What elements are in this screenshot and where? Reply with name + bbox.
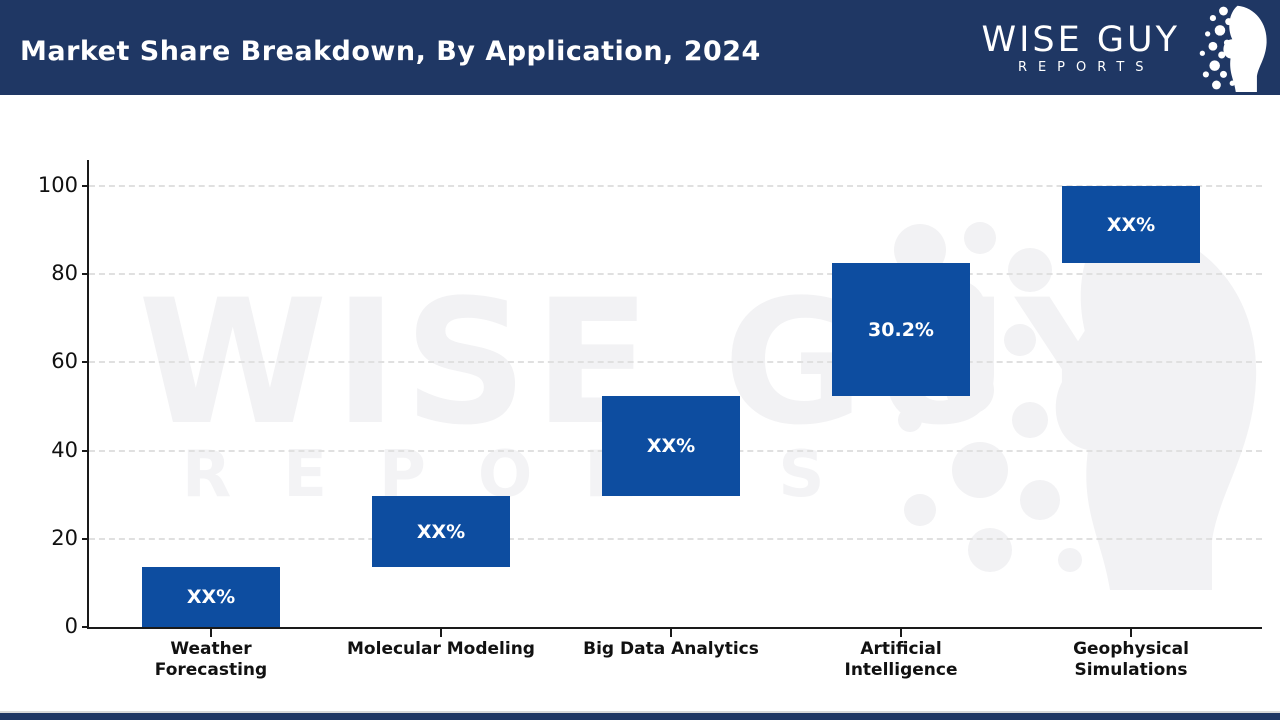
category-label-3: Artificial Intelligence bbox=[844, 639, 958, 680]
gridline-20 bbox=[89, 537, 1262, 540]
bar-molecular-modeling: XX% bbox=[372, 496, 510, 568]
category-label-0: Weather Forecasting bbox=[154, 639, 268, 680]
x-tick-3 bbox=[900, 629, 902, 637]
brand-logo-text: WISE GUY bbox=[981, 20, 1180, 60]
category-label-1: Molecular Modeling bbox=[347, 639, 535, 659]
category-label-4: Geophysical Simulations bbox=[1073, 639, 1189, 680]
y-tick-label-100: 100 bbox=[37, 173, 78, 197]
chart-title: Market Share Breakdown, By Application, … bbox=[20, 36, 761, 67]
bar-value-label: XX% bbox=[1106, 213, 1156, 236]
gridline-100 bbox=[89, 185, 1262, 187]
brand-logo-subtext: REPORTS bbox=[1017, 60, 1155, 75]
x-axis-spine bbox=[87, 627, 1262, 629]
bar-value-label: XX% bbox=[646, 435, 696, 458]
bar-artificial-intelligence: 30.2% bbox=[832, 263, 970, 397]
y-tick-label-80: 80 bbox=[51, 261, 78, 286]
y-tick-label-0: 0 bbox=[64, 614, 78, 638]
bar-big-data-analytics: XX% bbox=[602, 396, 740, 496]
bar-value-label: XX% bbox=[416, 520, 466, 543]
y-tick-40 bbox=[82, 449, 89, 452]
y-tick-label-60: 60 bbox=[51, 349, 78, 374]
y-tick-20 bbox=[82, 537, 89, 540]
gridline-80 bbox=[89, 273, 1262, 276]
gridline-60 bbox=[89, 361, 1262, 364]
x-tick-2 bbox=[670, 629, 672, 637]
y-tick-80 bbox=[82, 273, 89, 276]
y-tick-60 bbox=[82, 361, 89, 364]
bottom-rule bbox=[0, 711, 1280, 713]
footer-band bbox=[0, 713, 1280, 720]
y-tick-label-40: 40 bbox=[51, 437, 78, 462]
y-tick-0 bbox=[82, 626, 89, 628]
header-band: Market Share Breakdown, By Application, … bbox=[0, 0, 1280, 95]
y-tick-label-20: 20 bbox=[51, 525, 78, 550]
brand-logo: WISE GUY REPORTS bbox=[981, 22, 1180, 75]
x-tick-1 bbox=[440, 629, 442, 637]
y-axis-spine bbox=[87, 160, 89, 629]
y-tick-100 bbox=[82, 185, 89, 187]
bar-weather-forecasting: XX% bbox=[142, 567, 280, 627]
x-tick-0 bbox=[210, 629, 212, 637]
x-tick-4 bbox=[1130, 629, 1132, 637]
category-label-2: Big Data Analytics bbox=[583, 639, 759, 659]
bar-value-label: 30.2% bbox=[868, 318, 934, 341]
face-dots-icon bbox=[1199, 5, 1267, 92]
bar-geophysical-simulations: XX% bbox=[1062, 186, 1200, 264]
bar-value-label: XX% bbox=[186, 586, 236, 608]
